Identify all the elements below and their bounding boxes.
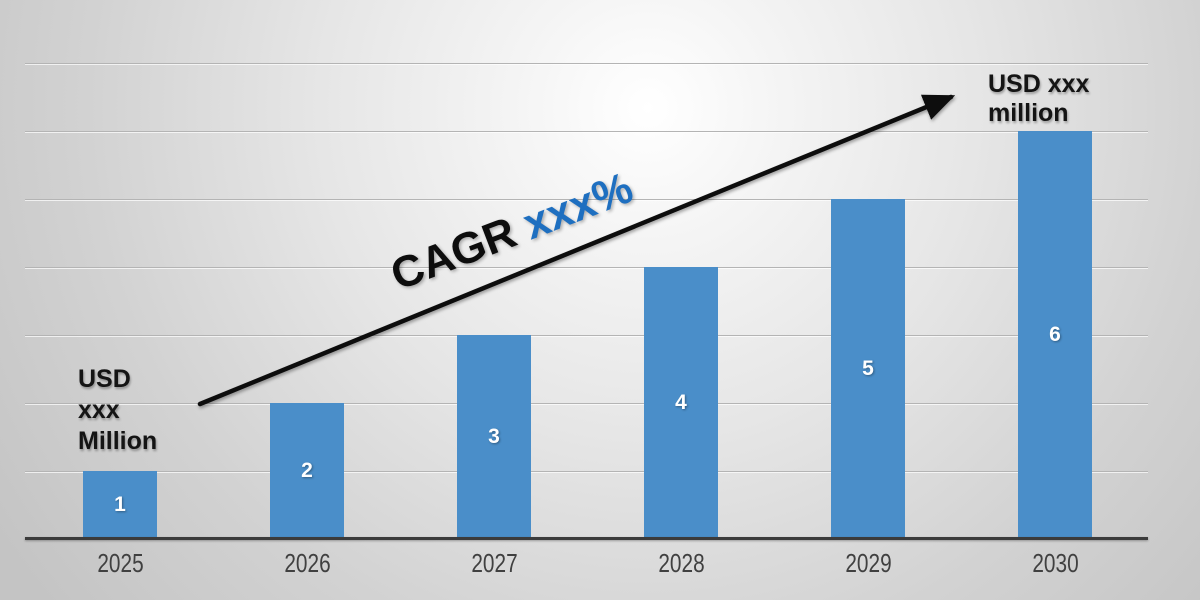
bar-value-label: 5 <box>862 357 874 380</box>
gridline <box>25 471 1148 472</box>
gridline <box>25 199 1148 200</box>
gridline <box>25 403 1148 404</box>
bar-2029 <box>831 199 905 539</box>
bar-value-label: 4 <box>675 391 687 414</box>
end-value-label: USD xxx million <box>988 70 1090 127</box>
bar-value-label: 3 <box>488 425 500 448</box>
bar-value-label: 1 <box>114 493 126 516</box>
x-tick-label-2029: 2029 <box>844 548 892 578</box>
gridline <box>25 335 1148 336</box>
gridline <box>25 267 1148 268</box>
x-tick-label-2030: 2030 <box>1031 548 1079 578</box>
bar-2026 <box>270 403 344 539</box>
x-axis-line <box>25 537 1148 540</box>
gridline <box>25 63 1148 64</box>
gridline <box>25 131 1148 132</box>
x-tick-label-2026: 2026 <box>283 548 331 578</box>
x-tick-label-2025: 2025 <box>96 548 144 578</box>
bar-2025 <box>83 471 157 539</box>
bar-2030 <box>1018 131 1092 539</box>
bar-value-label: 6 <box>1049 323 1061 346</box>
bar-2028 <box>644 267 718 539</box>
x-tick-label-2028: 2028 <box>657 548 705 578</box>
bar-2027 <box>457 335 531 539</box>
x-tick-label-2027: 2027 <box>470 548 518 578</box>
start-value-label: USD xxx Million <box>78 365 158 455</box>
bar-value-label: 2 <box>301 459 313 482</box>
